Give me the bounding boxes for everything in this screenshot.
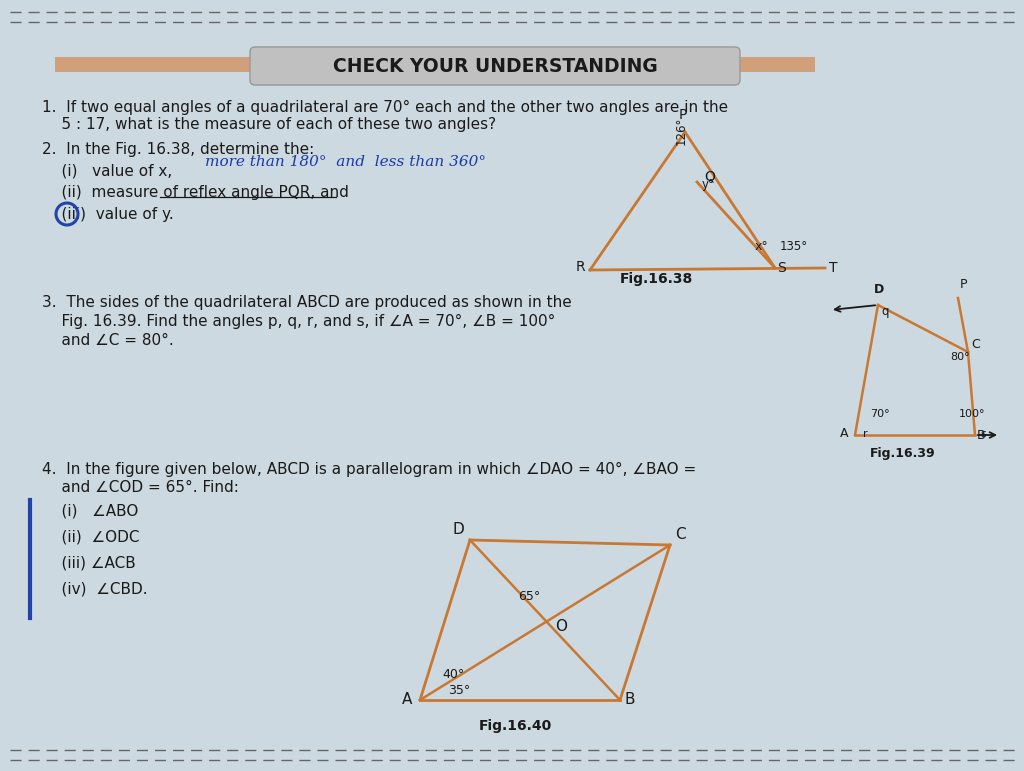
Text: 1.  If two equal angles of a quadrilateral are 70° each and the other two angles: 1. If two equal angles of a quadrilatera… [42, 100, 728, 115]
Text: (i)   ∠ABO: (i) ∠ABO [42, 504, 138, 519]
Text: C: C [971, 338, 980, 351]
Text: Fig. 16.39. Find the angles p, q, r, and s, if ∠A = 70°, ∠B = 100°: Fig. 16.39. Find the angles p, q, r, and… [42, 314, 555, 329]
Text: (ii)  measure of reflex angle PQR, and: (ii) measure of reflex angle PQR, and [42, 185, 349, 200]
Text: (iv)  ∠CBD.: (iv) ∠CBD. [42, 582, 147, 597]
Text: 80°: 80° [950, 352, 970, 362]
Text: x°: x° [755, 240, 769, 253]
Text: (ii)  ∠ODC: (ii) ∠ODC [42, 530, 139, 545]
Text: s: s [980, 429, 986, 439]
Text: q: q [881, 305, 889, 318]
Text: S: S [777, 261, 785, 275]
Text: and ∠C = 80°.: and ∠C = 80°. [42, 333, 174, 348]
Text: D: D [452, 522, 464, 537]
Text: Fig.16.39: Fig.16.39 [870, 447, 936, 460]
Text: A: A [402, 692, 413, 707]
FancyBboxPatch shape [250, 47, 740, 85]
Text: B: B [624, 692, 635, 707]
Text: (i)   value of x,: (i) value of x, [42, 163, 172, 178]
Text: O: O [555, 619, 567, 634]
Text: 65°: 65° [518, 590, 541, 603]
Text: Fig.16.38: Fig.16.38 [620, 272, 693, 286]
Text: 5 : 17, what is the measure of each of these two angles?: 5 : 17, what is the measure of each of t… [42, 117, 496, 132]
Text: 70°: 70° [870, 409, 890, 419]
Text: 135°: 135° [780, 240, 808, 253]
Text: R: R [575, 260, 586, 274]
Text: D: D [874, 283, 885, 296]
Text: Fig.16.40: Fig.16.40 [478, 719, 552, 733]
Text: P: P [961, 278, 968, 291]
Text: A: A [840, 427, 849, 440]
Text: 3.  The sides of the quadrilateral ABCD are produced as shown in the: 3. The sides of the quadrilateral ABCD a… [42, 295, 571, 310]
Text: C: C [675, 527, 686, 542]
Text: 100°: 100° [959, 409, 985, 419]
Text: 2.  In the Fig. 16.38, determine the:: 2. In the Fig. 16.38, determine the: [42, 142, 314, 157]
Text: 35°: 35° [449, 684, 470, 697]
Text: CHECK YOUR UNDERSTANDING: CHECK YOUR UNDERSTANDING [333, 56, 657, 76]
Text: B: B [977, 429, 986, 442]
Text: 40°: 40° [442, 668, 464, 681]
Text: Q: Q [705, 169, 715, 183]
Text: 4.  In the figure given below, ABCD is a parallelogram in which ∠DAO = 40°, ∠BAO: 4. In the figure given below, ABCD is a … [42, 462, 696, 477]
Text: (iii) ∠ACB: (iii) ∠ACB [42, 556, 136, 571]
Text: (iii)  value of y.: (iii) value of y. [42, 207, 174, 222]
Text: T: T [829, 261, 838, 275]
FancyBboxPatch shape [55, 57, 815, 72]
Text: more than 180°  and  less than 360°: more than 180° and less than 360° [205, 155, 486, 169]
Text: P: P [679, 108, 687, 122]
Text: and ∠COD = 65°. Find:: and ∠COD = 65°. Find: [42, 480, 239, 495]
Text: y°: y° [702, 178, 715, 191]
Text: r: r [863, 429, 867, 439]
Text: 126°: 126° [675, 116, 688, 145]
